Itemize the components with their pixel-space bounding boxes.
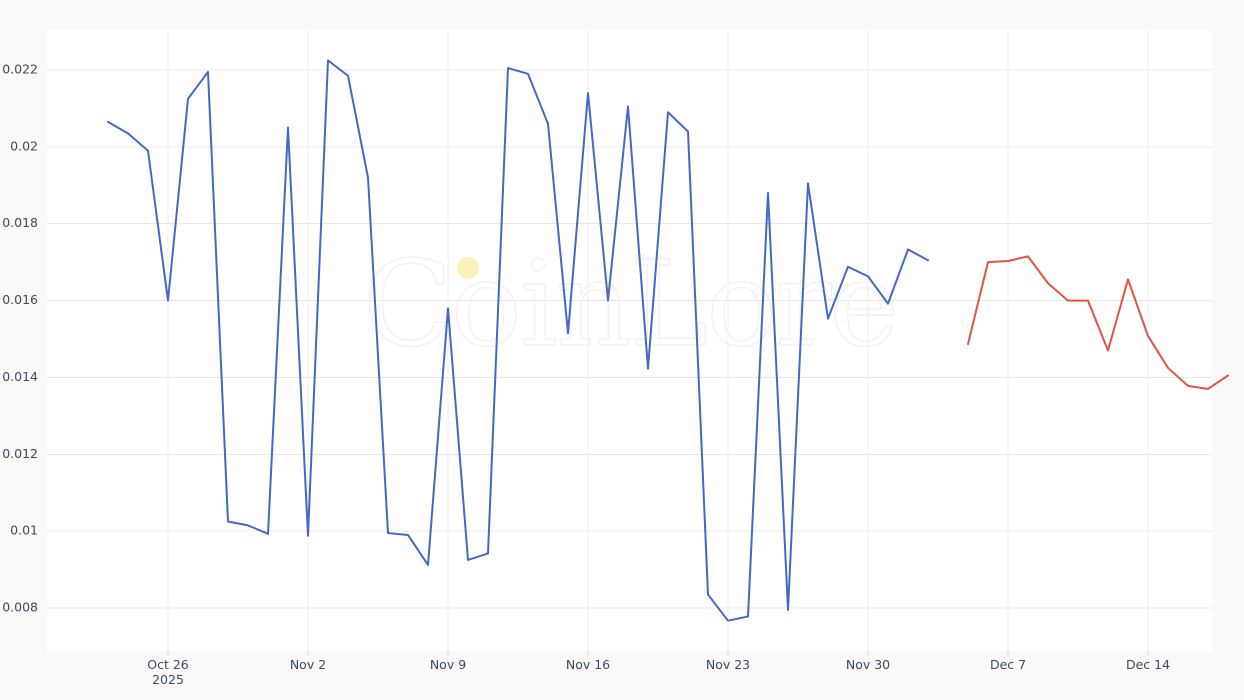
y-axis-tick-label: 0.016: [2, 292, 38, 307]
x-axis-tick-label: Nov 9: [430, 657, 466, 672]
x-axis-tick-label: Nov 30: [846, 657, 890, 672]
horizontal-gridlines: [47, 69, 1212, 609]
y-axis-tick-label: 0.012: [2, 446, 38, 461]
y-axis-tick-label: 0.018: [2, 215, 38, 230]
x-axis-year-label: 2025: [152, 672, 184, 687]
y-axis-tick-label: 0.01: [10, 523, 38, 538]
y-axis-tick-label: 0.008: [2, 600, 38, 615]
y-axis-tick-label: 0.022: [2, 62, 38, 77]
y-axis-tick-label: 0.02: [10, 138, 38, 153]
x-axis-tick-label: Dec 14: [1126, 657, 1170, 672]
series-line-forecast: [967, 255, 1229, 390]
x-axis-tick-label: Nov 16: [566, 657, 610, 672]
x-axis-tick-label: Dec 7: [990, 657, 1026, 672]
x-axis-tick-label: Nov 23: [706, 657, 750, 672]
vertical-gridlines: [167, 30, 1149, 651]
coinlore-watermark: CoinLore: [362, 234, 900, 374]
hover-marker-group[interactable]: [457, 256, 479, 279]
hover-point-marker[interactable]: [457, 256, 479, 279]
x-axis-tick-label: Nov 2: [290, 657, 326, 672]
x-axis-ticks: Oct 26 Nov 2 Nov 9 Nov 16 Nov 23 Nov 30 Dec 7 D…: [147, 651, 1170, 672]
watermark-label: CoinLore: [363, 235, 898, 373]
series-line-historical: [107, 59, 929, 622]
x-axis-tick-label: Oct 26: [147, 657, 189, 672]
y-axis-tick-label: 0.014: [2, 369, 38, 384]
data-series-group: [107, 59, 1229, 622]
y-axis-ticks: 0.022 0.02 0.018 0.016 0.014 0.012 0.01 0.008: [2, 62, 38, 615]
